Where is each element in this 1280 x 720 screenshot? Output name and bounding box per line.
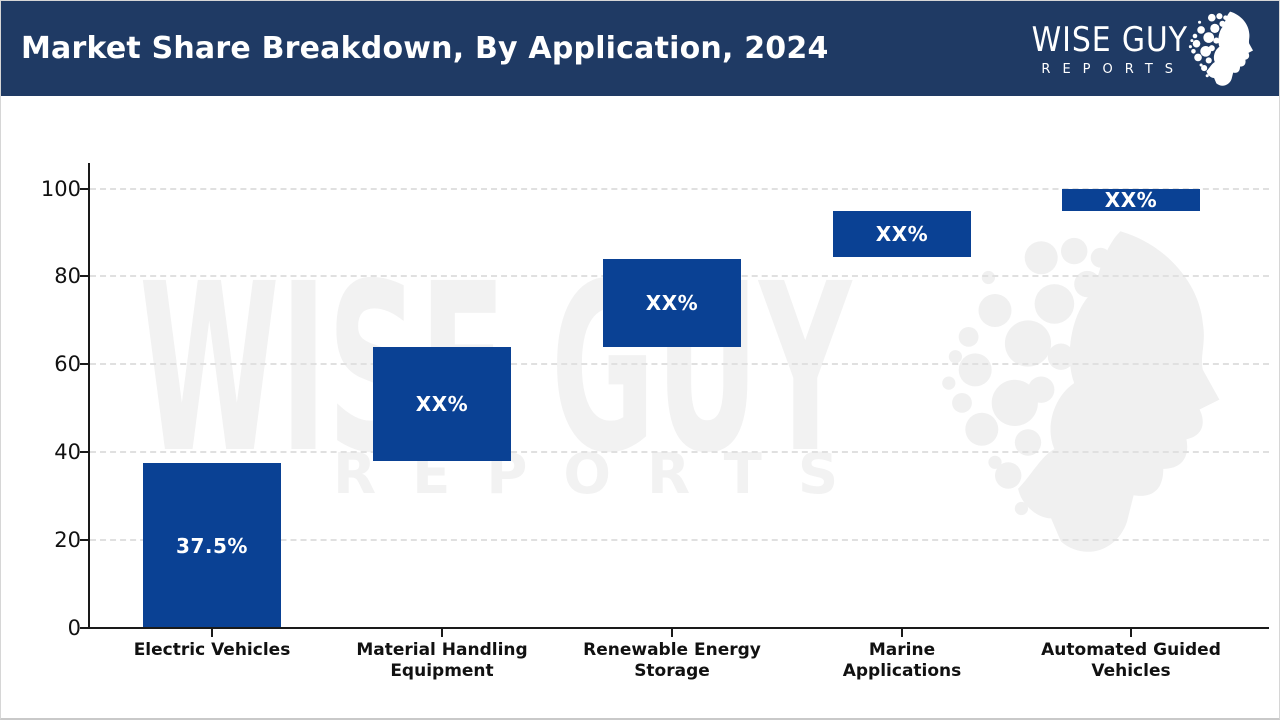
bar-value-label: XX%: [415, 391, 469, 416]
bar: XX%: [603, 258, 741, 347]
y-axis-spine: [88, 163, 90, 629]
bar-value-label: XX%: [1104, 187, 1158, 212]
bar: XX%: [833, 210, 971, 257]
gridline: [90, 187, 1269, 190]
y-tick-label: 100: [40, 176, 81, 201]
gridline: [90, 451, 1269, 454]
bar-value-label: XX%: [645, 290, 699, 315]
logo-subtitle: REPORTS: [1041, 62, 1186, 77]
y-tick-label: 80: [54, 264, 81, 289]
y-tick-mark: [80, 363, 88, 366]
y-tick-mark: [80, 539, 88, 542]
x-tick-mark: [441, 629, 443, 637]
header-banner: Market Share Breakdown, By Application, …: [1, 1, 1279, 96]
gridline: [90, 363, 1269, 366]
y-tick-mark: [80, 627, 88, 629]
y-tick-label: 0: [67, 616, 81, 640]
y-tick-mark: [80, 187, 88, 190]
bar: 37.5%: [143, 463, 281, 628]
bar: XX%: [1062, 187, 1200, 212]
x-tick-label: Marine Applications: [842, 640, 962, 681]
bar-value-label: XX%: [875, 221, 929, 246]
wise-guy-logo: WISE GUY REPORTS: [1021, 7, 1279, 91]
x-tick-label: Automated Guided Vehicles: [1041, 640, 1221, 681]
page-title: Market Share Breakdown, By Application, …: [21, 31, 829, 66]
logo-text: WISE GUY REPORTS: [1021, 20, 1199, 77]
x-tick-label: Renewable Energy Storage: [583, 640, 761, 681]
x-tick-mark: [1130, 629, 1132, 637]
gridline: [90, 539, 1269, 542]
x-tick-mark: [901, 629, 903, 637]
y-tick-label: 20: [54, 528, 81, 553]
y-tick-label: 60: [54, 352, 81, 377]
y-tick-mark: [80, 451, 88, 454]
logo-wordmark: WISE GUY: [1032, 20, 1189, 60]
x-axis-spine: [88, 627, 1269, 629]
bar: XX%: [373, 346, 511, 462]
x-tick-mark: [671, 629, 673, 637]
x-tick-mark: [211, 629, 213, 637]
x-tick-label: Electric Vehicles: [133, 640, 291, 660]
y-tick-label: 40: [54, 440, 81, 465]
bar-value-label: 37.5%: [176, 533, 248, 558]
x-tick-label: Material Handling Equipment: [356, 640, 528, 681]
y-tick-mark: [80, 275, 88, 278]
logo-head-icon: [1188, 11, 1254, 86]
